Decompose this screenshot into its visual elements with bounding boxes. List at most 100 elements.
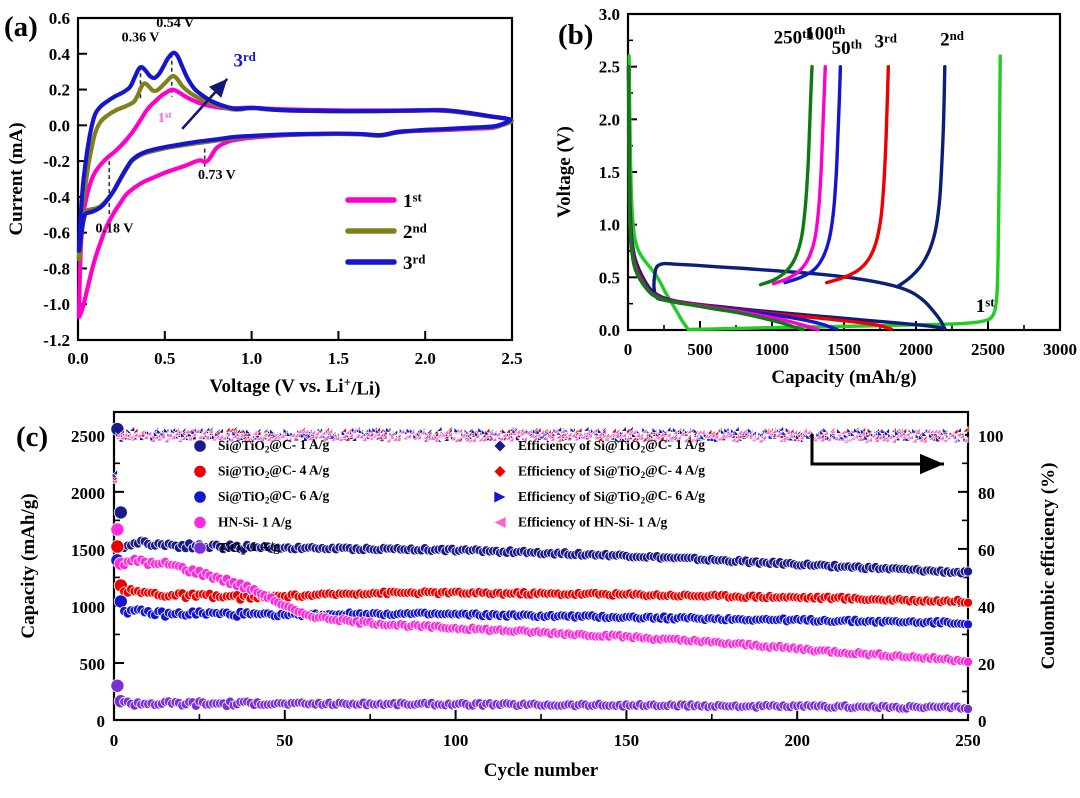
panel-a-y-axis-label: Current (mA) — [6, 122, 27, 235]
panel-b-charge-discharge: (b) 0.0 0.5 1.0 1.5 2.0 2.5 3.0 0 500 1000 1500 2000… — [540, 0, 1080, 398]
x-tick-label: 3000 — [1043, 340, 1077, 359]
x-tick-label: 50 — [276, 731, 293, 750]
panel-b-x-axis-label: Capacity (mAh/g) — [771, 367, 916, 388]
efficiency-point — [805, 433, 812, 440]
x-tick-label: 1500 — [827, 340, 861, 359]
gcd-curve-2nd-seg2 — [895, 64, 947, 289]
efficiency-point — [928, 434, 935, 441]
data-point — [113, 594, 128, 609]
efficiency-point — [214, 433, 221, 440]
y-tick-label: 2.5 — [599, 58, 620, 77]
panel-a-label: (a) — [4, 11, 38, 43]
efficiency-point — [784, 428, 791, 435]
efficiency-point — [938, 434, 945, 441]
efficiency-point — [419, 428, 426, 435]
efficiency-point — [658, 431, 665, 438]
efficiency-point — [323, 433, 330, 440]
panel-a-plot-frame — [76, 16, 514, 342]
x-tick-label: 200 — [784, 731, 810, 750]
efficiency-point — [907, 433, 914, 440]
efficiency-point — [620, 425, 627, 432]
cv-curve-1st — [76, 87, 513, 319]
y2-tick-label: 0 — [978, 712, 987, 731]
efficiency-point — [603, 431, 610, 439]
efficiency-point — [193, 427, 200, 434]
efficiency-point — [569, 426, 576, 433]
efficiency-point — [952, 437, 959, 444]
efficiency-point — [162, 436, 170, 444]
efficiency-point — [866, 436, 873, 443]
y2-tick-label: 20 — [978, 655, 995, 674]
legend-marker-TiO2-1 A/g — [193, 541, 207, 555]
panel-b-svg: (b) 0.0 0.5 1.0 1.5 2.0 2.5 3.0 0 500 1000 1500 2000… — [554, 5, 1077, 388]
cv-curve-2nd — [76, 73, 514, 262]
annotation-1st: 1st — [158, 111, 173, 126]
efficiency-point — [798, 433, 805, 440]
x-tick-label: 1.0 — [241, 349, 262, 368]
efficiency-point — [279, 432, 286, 439]
efficiency-point — [244, 436, 251, 443]
annotation-0.54 V: 0.54 V — [156, 16, 194, 31]
cv-curve-3rd — [76, 50, 513, 253]
efficiency-point — [559, 427, 566, 434]
efficiency-point — [255, 434, 262, 441]
efficiency-point — [203, 434, 210, 441]
y-tick-label: 2500 — [71, 427, 105, 446]
data-point — [963, 566, 974, 577]
legend-label-Si@TiO2@C- 4 A/g: Si@TiO2@C- 4 A/g — [218, 462, 329, 480]
efficiency-point — [159, 433, 166, 440]
efficiency-point — [791, 428, 798, 435]
legend-label-1st: 1st — [403, 190, 423, 212]
data-point — [110, 522, 125, 537]
efficiency-point — [518, 429, 525, 436]
efficiency-point — [282, 436, 289, 443]
efficiency-point — [347, 431, 354, 439]
efficiency-point — [822, 429, 829, 436]
x-tick-label: 0 — [624, 340, 633, 359]
efficiency-point — [552, 427, 559, 434]
efficiency-point — [299, 428, 306, 435]
efficiency-point — [569, 431, 576, 438]
efficiency-point — [911, 437, 918, 444]
panel-c-y2-axis-label: Coulombic efficiency (%) — [1038, 463, 1059, 670]
efficiency-point — [112, 471, 119, 478]
efficiency-point — [514, 428, 521, 435]
efficiency-point — [111, 477, 118, 484]
efficiency-point — [661, 437, 668, 444]
legend-label-HN-Si- 1 A/g: HN-Si- 1 A/g — [218, 515, 292, 530]
efficiency-point — [504, 434, 511, 441]
efficiency-point — [678, 430, 685, 437]
efficiency-point — [753, 434, 760, 441]
efficiency-point — [296, 427, 303, 434]
efficiency-point — [361, 435, 368, 442]
efficiency-point — [614, 436, 621, 443]
capacity-series-TiO2-1 A/g — [110, 678, 974, 714]
efficiency-point — [121, 431, 129, 438]
legend-marker-Si@TiO2@C- 4 A/g — [193, 464, 207, 479]
annotation-0.73 V: 0.73 V — [198, 168, 236, 183]
gcd-curve-250th-seg0 — [626, 64, 805, 332]
efficiency-point — [770, 427, 778, 434]
efficiency-point — [934, 427, 942, 434]
efficiency-point — [422, 433, 429, 440]
data-point — [963, 703, 974, 714]
x-tick-label: 150 — [614, 731, 640, 750]
efficiency-point — [620, 431, 627, 438]
efficiency-point — [241, 435, 248, 443]
y-tick-label: 1500 — [71, 541, 105, 560]
gcd-curve-2nd-seg1 — [652, 261, 947, 331]
y-tick-label: 2000 — [71, 484, 105, 503]
efficiency-point — [760, 433, 767, 440]
efficiency-point — [781, 434, 788, 441]
x-tick-label: 2500 — [971, 340, 1005, 359]
curve-label-2nd: 2nd — [940, 28, 965, 50]
capacity-series-HN-Si- 1 A/g — [110, 522, 974, 667]
data-point — [963, 656, 974, 667]
efficiency-point — [627, 428, 634, 435]
efficiency-point — [955, 430, 962, 438]
efficiency-point — [385, 426, 392, 433]
efficiency-series-Efficiency of HN-Si- 1 A/g — [111, 427, 969, 484]
efficiency-point — [398, 427, 405, 434]
efficiency-point — [740, 428, 747, 435]
